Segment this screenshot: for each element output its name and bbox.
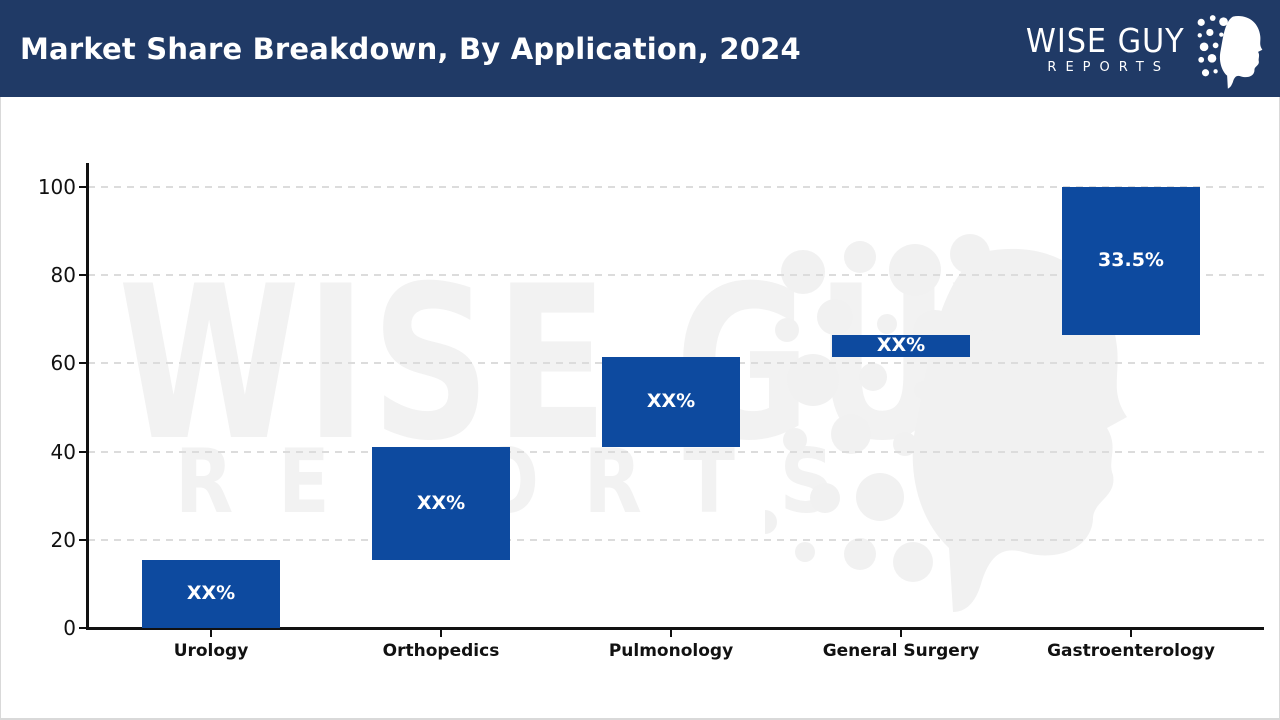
y-axis-line [86,163,89,630]
y-tick-label-40: 40 [50,439,76,464]
bar-value-label-general-surgery: XX% [876,334,926,357]
x-category-label-pulmonology: Pulmonology [608,641,734,661]
x-tick-general-surgery [900,629,902,637]
y-tick-40 [79,450,88,453]
x-tick-gastroenterology [1130,629,1132,637]
y-tick-label-20: 20 [50,527,76,552]
x-category-label-orthopedics: Orthopedics [382,641,500,661]
y-tick-label-80: 80 [50,263,76,288]
logo-face-icon [1197,14,1263,89]
bar-general-surgery: XX% [832,334,970,357]
x-tick-pulmonology [670,629,672,637]
page-title: Market Share Breakdown, By Application, … [20,31,801,66]
wise-guy-logo: WISE GUY REPORTS [1019,7,1266,91]
bar-pulmonology: XX% [602,356,740,448]
y-tick-label-0: 0 [63,616,76,640]
logo-subtext: REPORTS [1047,59,1171,75]
bar-value-label-urology: XX% [186,582,236,605]
x-axis-line [86,627,1264,630]
x-category-label-general-surgery: General Surgery [822,641,980,661]
bar-urology: XX% [142,559,280,628]
x-tick-urology [210,629,212,637]
page-border-left [0,97,1,720]
y-tick-label-60: 60 [50,351,76,376]
x-tick-orthopedics [440,629,442,637]
y-tick-label-100: 100 [37,175,76,199]
bar-value-label-pulmonology: XX% [646,390,696,413]
gridline-20 [88,538,1264,541]
logo-wordmark: WISE GUY [1026,20,1186,60]
y-tick-60 [79,362,88,365]
x-category-label-urology: Urology [173,641,249,661]
gridline-80 [88,274,1264,277]
page-border-bottom [0,718,1280,720]
x-category-label-gastroenterology: Gastroenterology [1047,641,1215,661]
y-tick-100 [79,186,88,188]
gridline-100 [88,186,1264,188]
bar-orthopedics: XX% [372,447,510,560]
gridline-40 [88,450,1264,453]
y-tick-0 [79,627,88,629]
header-bar: Market Share Breakdown, By Application, … [0,0,1280,97]
y-tick-80 [79,274,88,277]
y-tick-20 [79,538,88,541]
bar-value-label-gastroenterology: 33.5% [1098,249,1164,272]
bar-value-label-orthopedics: XX% [416,491,466,514]
bar-gastroenterology: 33.5% [1062,187,1200,335]
